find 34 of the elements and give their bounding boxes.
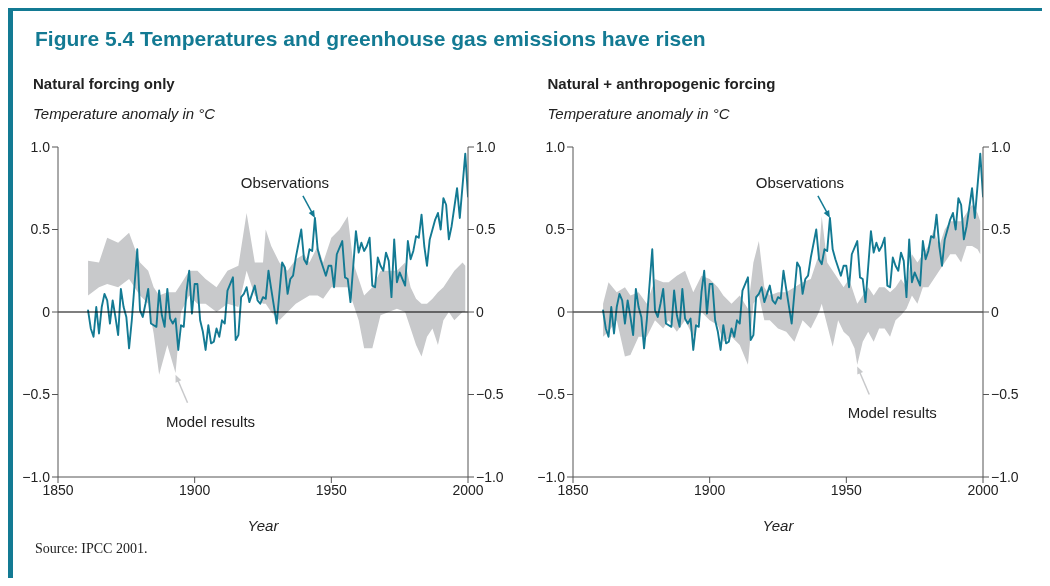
y2-tick-label: 1.0 [476,138,496,155]
x-axis-title: Year [762,517,794,534]
y-tick-label: −0.5 [22,386,51,403]
y2-tick-label: 0.5 [990,221,1011,238]
y-tick-label: 0.5 [30,221,51,238]
line-series [601,152,983,351]
y-tick-label: 0 [42,303,51,320]
y-tick-label: 0.5 [545,221,565,238]
x-tick-label: 1950 [830,481,862,498]
y2-tick-label: 0 [476,303,484,320]
y-axis-title: Temperature anomaly in °C [33,104,217,124]
y-axis-title: Temperature anomaly in °C [547,104,731,124]
y2-tick-label: −0.5 [476,386,504,403]
y-tick-label: 1.0 [30,138,51,155]
chart-subtitle: Natural + anthropogenic forcing [547,75,777,94]
source-note: Source: IPCC 2001. [35,541,149,557]
annotation: Model results [847,404,937,422]
x-axis-title: Year [247,517,280,534]
y-tick-label: 1.0 [545,138,565,155]
y2-tick-label: 1.0 [990,138,1011,155]
chart-title: Figure 5.4 Temperatures and greenhouse gas emissions have risen [35,27,706,50]
y2-tick-label: 0 [990,303,999,320]
line-series [87,152,468,351]
x-tick-label: 1900 [179,481,211,498]
y2-tick-label: 0.5 [476,221,496,238]
x-tick-label: 1950 [315,481,348,498]
x-tick-label: 1900 [693,481,725,498]
annotation: Model results [165,412,256,430]
annotation: Observations [240,173,330,191]
chart-subtitle: Natural forcing only [33,75,176,94]
annotation: Observations [755,173,844,191]
y-tick-label: −0.5 [536,386,565,403]
y-tick-label: 0 [556,303,565,320]
y2-tick-label: −0.5 [990,386,1019,403]
